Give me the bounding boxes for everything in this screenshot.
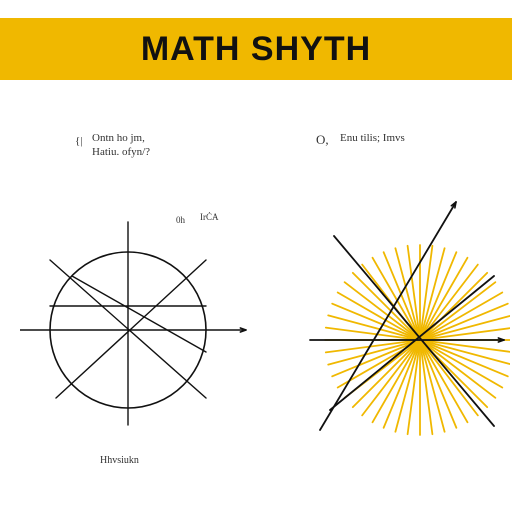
left-geometric-figure <box>20 200 260 445</box>
left-top-marker: {| <box>75 135 82 147</box>
left-top-line-b: Hatiu. ofyn/? <box>92 146 150 158</box>
right-top-letter: O, <box>316 132 329 148</box>
left-figure-svg <box>20 200 260 440</box>
page: MATH SHYTH {| Ontn ho jm, Hatiu. ofyn/? … <box>0 0 512 512</box>
left-bottom-caption: Hhvsiukn <box>100 455 139 466</box>
right-radial-figure <box>260 180 510 485</box>
page-title-banner: MATH SHYTH <box>0 18 512 80</box>
left-top-line-a: Ontn ho jm, <box>92 132 145 144</box>
page-title: MATH SHYTH <box>141 30 371 69</box>
right-figure-svg <box>260 180 510 480</box>
right-top-line: Enu tilis; Imvs <box>340 132 405 144</box>
